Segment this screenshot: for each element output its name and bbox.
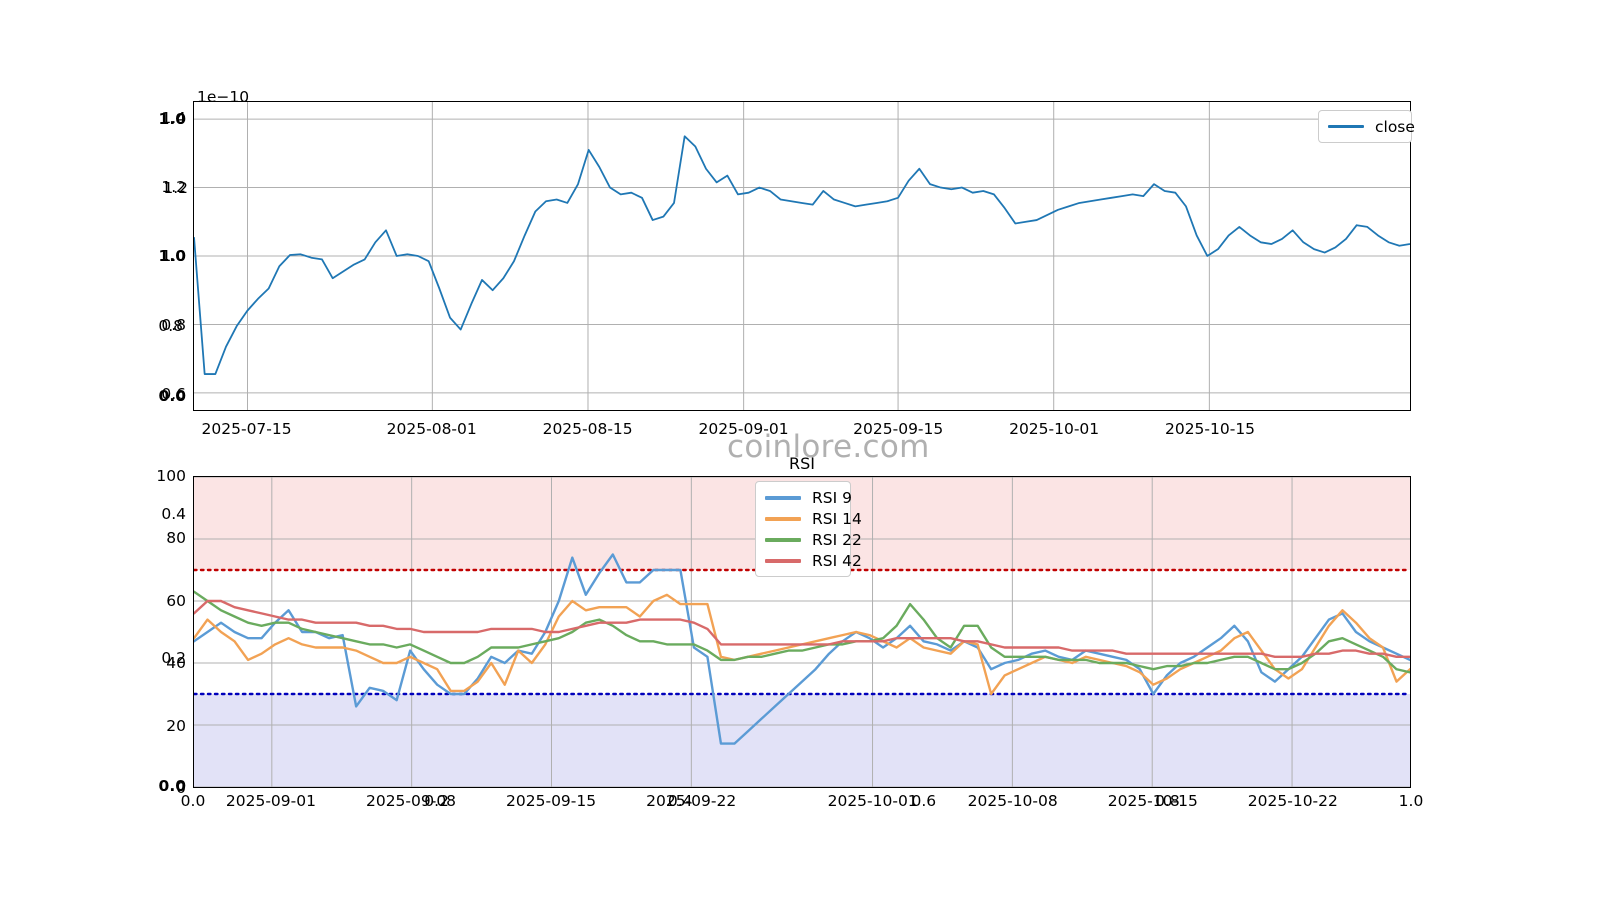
price-y-tick-overlay-1: 0.8 (158, 316, 183, 335)
price-legend[interactable]: close (1318, 110, 1415, 143)
rsi-x-tick-overlay-4: 0.8 (1155, 792, 1180, 810)
price-chart-panel (193, 101, 1411, 411)
rsi-x-tick-5: 2025-10-08 (967, 792, 1058, 810)
rsi-y-tick-5: 100 (156, 467, 186, 485)
legend-color-swatch (765, 495, 801, 500)
price-x-tick-4: 2025-09-15 (853, 420, 944, 438)
rsi-x-tick-4: 2025-10-01 (827, 792, 918, 810)
price-axis-offset-text: 1e−10 (197, 88, 250, 106)
rsi-line-rsi-9 (194, 553, 1410, 745)
rsi-x-tick-7: 2025-10-22 (1247, 792, 1338, 810)
price-y-tick-overlay-4: 1.0 (158, 110, 186, 129)
rsi-line-rsi-22 (194, 590, 1410, 674)
price-x-tick-3: 2025-09-01 (698, 420, 789, 438)
rsi-panel-title: RSI (789, 454, 815, 473)
price-x-tick-2: 2025-08-15 (542, 420, 633, 438)
rsi-legend-item[interactable]: RSI 9 (765, 487, 852, 508)
rsi-y-tick-3: 60 (166, 591, 186, 610)
legend-label: RSI 9 (812, 488, 852, 507)
rsi-y-tick-overlay-1: 0.2 (161, 649, 186, 667)
legend-color-swatch (1328, 125, 1364, 128)
rsi-x-tick-overlay-1: 0.2 (424, 792, 449, 810)
price-x-tick-0: 2025-07-15 (201, 420, 292, 438)
rsi-x-tick-3: 2025-09-22 (646, 792, 737, 810)
price-y-tick-overlay-0: 0.0 (158, 386, 186, 405)
legend-label: close (1375, 117, 1415, 136)
oversold-band (194, 694, 1410, 787)
rsi-legend[interactable]: RSI 9 RSI 14 RSI 22 RSI 42 (755, 481, 862, 577)
close-line-series (194, 135, 1410, 375)
price-x-tick-5: 2025-10-01 (1009, 420, 1100, 438)
rsi-legend-item[interactable]: RSI 22 (765, 529, 862, 550)
price-x-tick-6: 2025-10-15 (1164, 420, 1256, 438)
price-y-tick-overlay-3: 1.2 (163, 179, 188, 198)
legend-label: RSI 22 (812, 530, 862, 549)
price-x-tick-1: 2025-08-01 (386, 420, 477, 438)
rsi-x-tick-overlay-5: 1.0 (1398, 792, 1424, 810)
rsi-x-tick-overlay-0: 0.0 (180, 792, 206, 810)
rsi-y-tick-2: 40 (166, 654, 186, 673)
legend-color-swatch (765, 558, 801, 563)
rsi-y-tick-overlay-0: 0.0 (158, 777, 186, 795)
rsi-y-tick-0: 0 (176, 779, 186, 797)
legend-color-swatch (765, 537, 801, 542)
price-legend-item[interactable]: close (1328, 116, 1415, 137)
rsi-legend-item[interactable]: RSI 14 (765, 508, 862, 529)
legend-label: RSI 14 (812, 509, 862, 528)
legend-color-swatch (765, 516, 801, 521)
rsi-legend-item[interactable]: RSI 42 (765, 550, 862, 571)
price-y-tick-1: 0.8 (161, 315, 186, 334)
rsi-y-tick-1: 20 (166, 716, 186, 735)
price-y-tick-0: 0.6 (161, 384, 186, 403)
rsi-line-rsi-42 (194, 599, 1410, 658)
rsi-x-tick-1: 2025-09-08 (365, 792, 457, 810)
price-y-tick-4: 1.4 (161, 109, 186, 128)
rsi-x-tick-overlay-3: 0.6 (911, 792, 937, 810)
legend-label: RSI 42 (812, 551, 862, 570)
price-y-tick-overlay-2: 1.0 (158, 247, 186, 265)
price-plot-area (194, 102, 1410, 410)
rsi-y-tick-4: 80 (166, 529, 186, 548)
rsi-y-tick-overlay-2: 0.4 (161, 505, 186, 523)
rsi-x-tick-6: 2025-10-15 (1107, 792, 1198, 810)
price-y-tick-2: 1.0 (161, 247, 186, 265)
coinlore-watermark: coinlore.com (727, 429, 930, 465)
rsi-x-tick-overlay-2: 0.4 (667, 792, 693, 810)
rsi-x-tick-2: 2025-09-15 (506, 792, 597, 810)
rsi-x-tick-0: 2025-09-01 (225, 792, 316, 810)
price-y-tick-3: 1.2 (161, 178, 186, 197)
